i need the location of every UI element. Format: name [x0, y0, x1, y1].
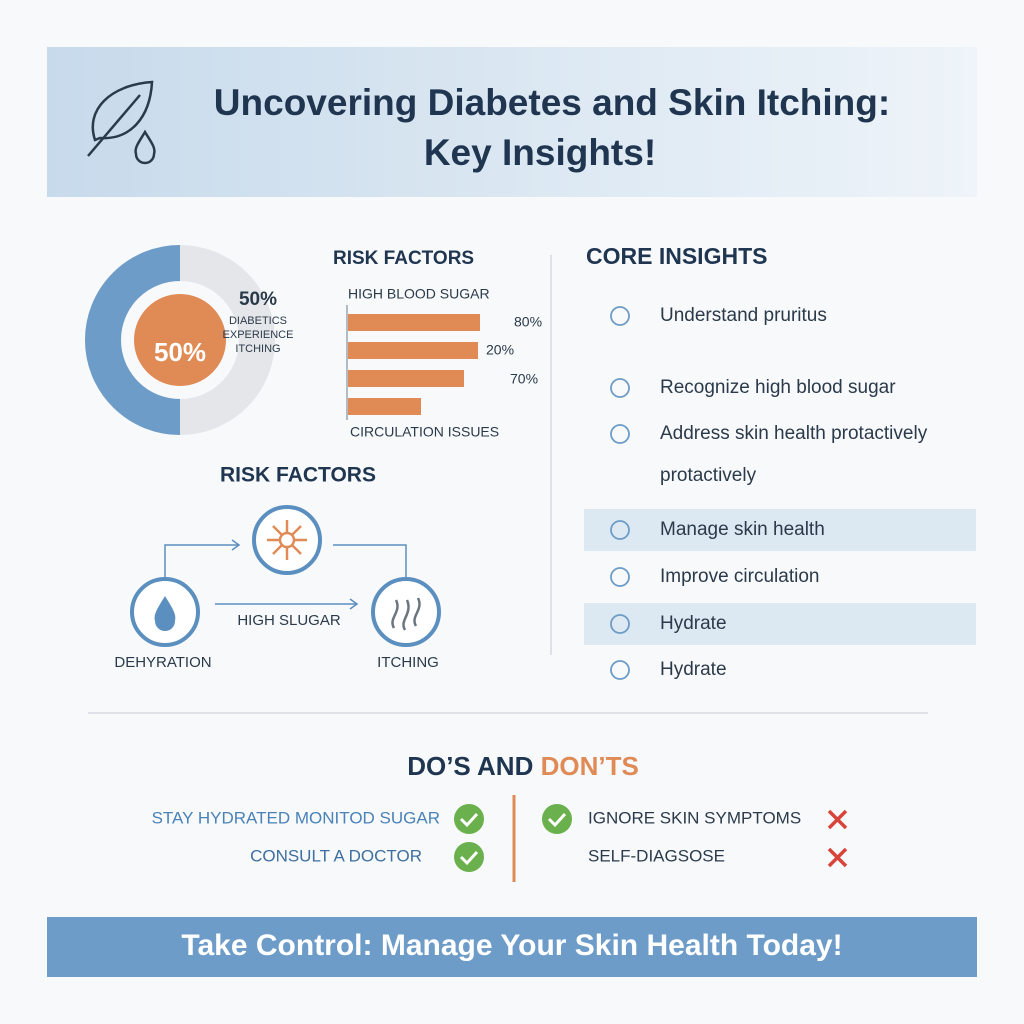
donut-center: [134, 294, 226, 386]
bar-label: 20%: [486, 342, 514, 358]
insight-text: Understand pruritus: [660, 305, 827, 326]
insight-text: Manage skin health: [660, 519, 825, 540]
highlight-row: [584, 509, 976, 551]
donut-caption: EXPERIENCE: [223, 329, 294, 341]
dos-title-dont: DON’TS: [541, 751, 639, 781]
donut-caption: ITCHING: [235, 343, 280, 355]
insight-text: Hydrate: [660, 659, 727, 680]
insight-text: Hydrate: [660, 613, 727, 634]
donut-side-label: 50%: [239, 289, 277, 310]
drop-icon: [154, 596, 176, 631]
footer-band: [47, 917, 977, 977]
dos-title-do: DO’S AND: [407, 751, 533, 781]
leaf-icon: [87, 80, 156, 165]
insight-text: Recognize high blood sugar: [660, 377, 896, 398]
insight-icon: [610, 424, 630, 444]
title-line: Uncovering Diabetes and Skin Itching:: [214, 82, 890, 123]
header-band: [47, 47, 977, 197]
donut-center-label: 50%: [154, 337, 206, 367]
insight-icon: [610, 567, 630, 587]
itch-icon: [391, 597, 421, 631]
footer-text: Take Control: Manage Your Skin Health To…: [181, 929, 842, 962]
insight-icon: [610, 306, 630, 326]
title-line: Key Insights!: [424, 132, 656, 173]
donut-caption: DIABETICS: [229, 315, 287, 327]
donut-arc: [85, 245, 181, 435]
flow-edges: [164, 539, 407, 610]
bar: [348, 314, 480, 331]
section-title: RISK FACTORS: [220, 464, 376, 487]
do-item: CONSULT A DOCTOR: [250, 846, 422, 865]
insight-icon: [610, 660, 630, 680]
bar-bottom-label: CIRCULATION ISSUES: [350, 424, 499, 440]
section-title: CORE INSIGHTS: [586, 243, 767, 269]
check-icons: [454, 804, 572, 872]
insight-text: Address skin health protactively: [660, 423, 928, 444]
bar-label: 70%: [510, 371, 538, 387]
dont-item: IGNORE SKIN SYMPTOMS: [588, 808, 801, 827]
bar: [348, 370, 464, 387]
flow-nodes: [130, 505, 441, 647]
highlight-row: [584, 603, 976, 645]
nerve-icon: [267, 520, 307, 560]
section-title: RISK FACTORS: [333, 248, 474, 269]
insight-list: Understand pruritus Recognize high blood …: [584, 305, 976, 680]
insight-icon: [610, 378, 630, 398]
dont-item: SELF-DIAGSOSE: [588, 846, 725, 865]
bar-label: 80%: [514, 314, 542, 330]
cross-icons: [827, 809, 848, 868]
insight-icon: [610, 520, 630, 540]
insight-icon: [610, 614, 630, 634]
do-item: STAY HYDRATED MONITOD SUGAR: [152, 808, 440, 827]
bar-top-label: HIGH BLOOD SUGAR: [348, 286, 490, 302]
flow-label: HIGH SLUGAR: [237, 612, 341, 629]
flow-label: ITCHING: [377, 654, 439, 671]
bar: [348, 342, 478, 359]
bar: [348, 398, 421, 415]
insight-text: Improve circulation: [660, 566, 819, 587]
insight-text: protactively: [660, 465, 757, 486]
flow-label: DEHYRATION: [114, 654, 211, 671]
dos-title: DO’S AND DON’TS: [407, 751, 639, 781]
